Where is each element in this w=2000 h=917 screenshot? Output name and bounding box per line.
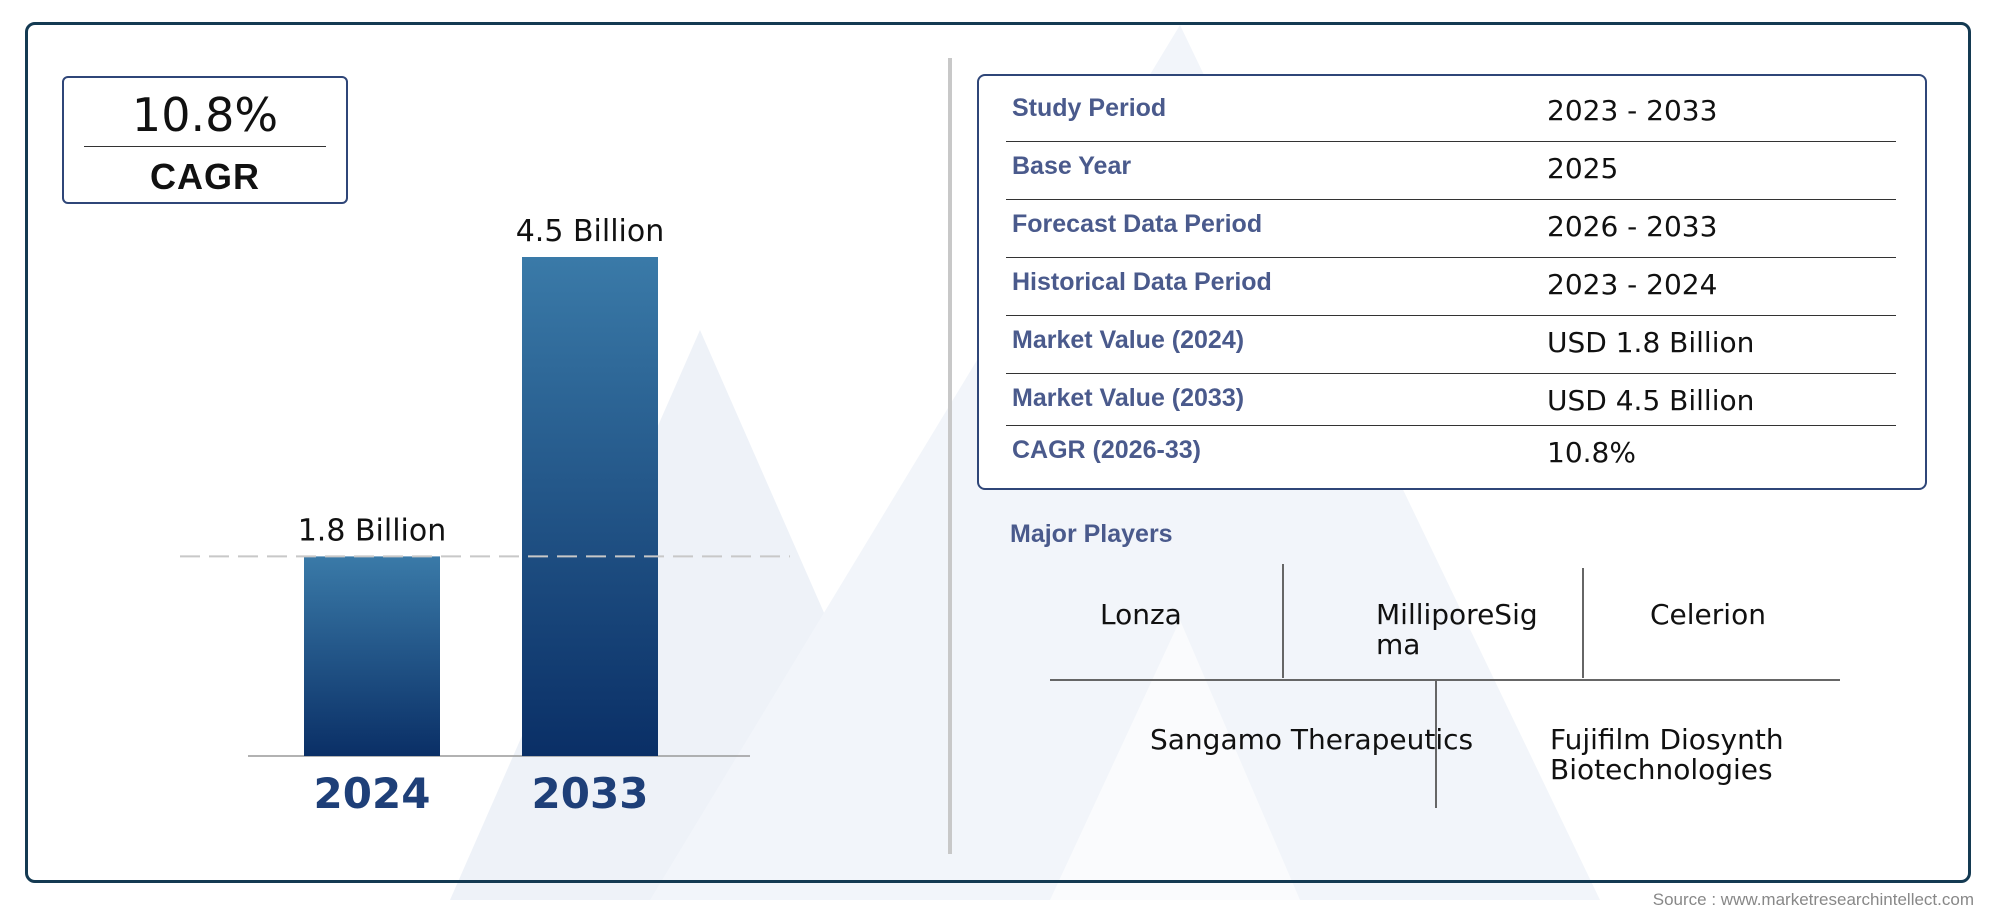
players-vertical-divider xyxy=(1582,568,1584,678)
info-row-key: Study Period xyxy=(1012,94,1167,122)
info-row-divider xyxy=(1006,315,1896,316)
player-name: Lonza xyxy=(1100,598,1182,631)
market-info-table: Study Period 2023 - 2033 Base Year 2025 Fore… xyxy=(977,74,1927,490)
info-row-value: USD 4.5 Billion xyxy=(1547,384,1755,417)
info-row-value: 2025 xyxy=(1547,152,1619,185)
info-row-value: 2026 - 2033 xyxy=(1547,210,1718,243)
info-row-key: Base Year xyxy=(1012,152,1132,180)
market-value-bar-chart: 1.8 Billion 2024 4.5 Billion 2033 xyxy=(180,214,790,818)
data-label-2033: 4.5 Billion xyxy=(516,214,665,249)
info-row-divider xyxy=(1006,199,1896,200)
source-credit: Source : www.marketresearchintellect.com xyxy=(1652,890,1974,909)
data-label-2024: 1.8 Billion xyxy=(298,513,447,548)
info-row-key: CAGR (2026-33) xyxy=(1012,436,1201,464)
info-row-value: USD 1.8 Billion xyxy=(1547,326,1755,359)
info-row-divider xyxy=(1006,425,1896,426)
info-row-key: Market Value (2024) xyxy=(1012,326,1245,354)
players-horizontal-divider xyxy=(1050,679,1840,681)
cagr-badge: 10.8% CAGR xyxy=(62,76,348,204)
info-row-divider xyxy=(1006,257,1896,258)
card-frame xyxy=(25,22,1971,883)
bar-2024 xyxy=(304,556,440,756)
cagr-value: 10.8% xyxy=(131,88,279,142)
player-name: Sangamo Therapeutics xyxy=(1150,723,1474,756)
info-row-value: 2023 - 2033 xyxy=(1547,94,1718,127)
player-name: MilliporeSig ma xyxy=(1376,598,1538,661)
info-row-divider xyxy=(1006,141,1896,142)
major-players-title: Major Players xyxy=(1010,520,1173,548)
section-divider xyxy=(948,58,952,854)
info-row-key: Historical Data Period xyxy=(1012,268,1272,296)
info-row-value: 10.8% xyxy=(1547,436,1636,469)
info-row-key: Market Value (2033) xyxy=(1012,384,1245,412)
players-vertical-divider xyxy=(1435,680,1437,808)
category-label-2033: 2033 xyxy=(532,769,649,818)
cagr-divider xyxy=(84,146,326,147)
players-vertical-divider xyxy=(1282,564,1284,678)
player-name: Fujifilm Diosynth Biotechnologies xyxy=(1550,723,1784,786)
info-row-divider xyxy=(1006,373,1896,374)
cagr-label: CAGR xyxy=(150,156,260,197)
category-label-2024: 2024 xyxy=(314,769,431,818)
bar-2033 xyxy=(522,257,658,756)
info-row-key: Forecast Data Period xyxy=(1012,210,1263,238)
player-name: Celerion xyxy=(1650,598,1766,631)
info-row-value: 2023 - 2024 xyxy=(1547,268,1718,301)
